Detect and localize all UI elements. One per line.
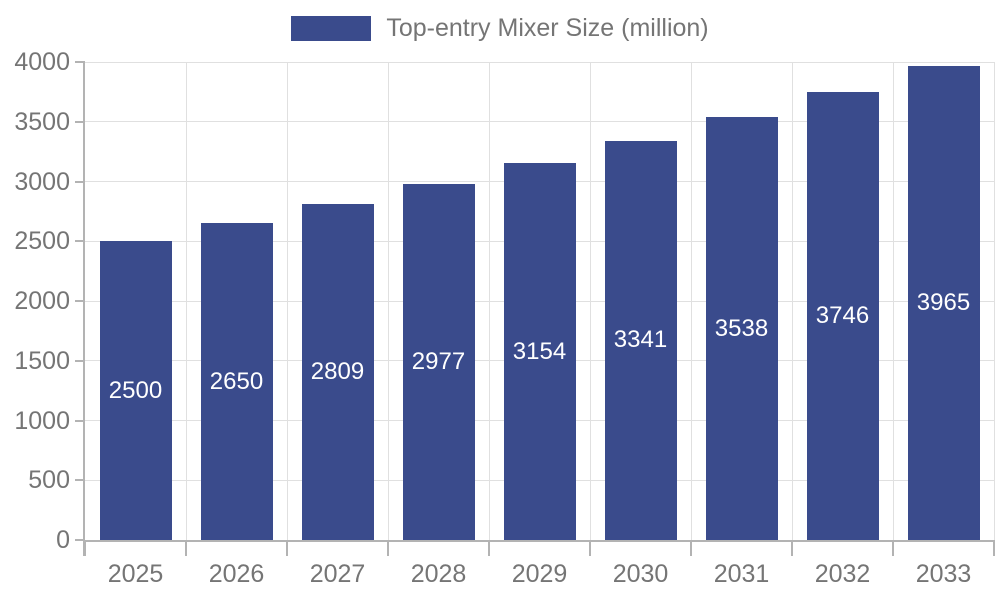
y-tick-label: 500 — [28, 466, 70, 495]
y-tick-label: 3000 — [14, 167, 70, 196]
bar: 3538 — [705, 117, 778, 540]
x-tick-label: 2026 — [208, 560, 265, 588]
y-tick-label: 2000 — [14, 287, 70, 315]
y-tick-label: 1500 — [14, 346, 70, 375]
x-tick-mark — [84, 540, 86, 556]
y-axis-line — [83, 62, 85, 556]
x-tick-mark — [589, 540, 591, 556]
legend-swatch — [291, 16, 372, 41]
bar: 3746 — [806, 92, 879, 540]
bar: 2809 — [301, 204, 374, 540]
y-tick-label: 4000 — [14, 48, 70, 76]
bar-value-label: 2650 — [209, 367, 264, 395]
x-tick-label: 2033 — [915, 560, 972, 588]
y-tick-mark — [75, 419, 85, 422]
legend-label: Top-entry Mixer Size (million) — [386, 14, 709, 42]
legend[interactable]: Top-entry Mixer Size (million) — [0, 16, 1000, 41]
bar: 3154 — [503, 163, 576, 540]
y-tick-mark — [75, 240, 85, 243]
x-tick-mark — [690, 540, 692, 556]
bar: 2500 — [99, 241, 172, 540]
bar-value-label: 3965 — [916, 289, 971, 317]
grid-line-v — [791, 62, 793, 540]
x-tick-label: 2028 — [410, 560, 467, 588]
bar-value-label: 2500 — [108, 376, 163, 404]
grid-line-h — [85, 121, 994, 123]
grid-line-v — [892, 62, 894, 540]
y-tick-mark — [75, 61, 85, 63]
x-tick-mark — [286, 540, 288, 556]
y-tick-mark — [75, 180, 85, 183]
plot-area: 2500 2650 2809 2977 3154 3341 3538 3746 3965 — [85, 61, 995, 540]
x-tick-mark — [185, 540, 187, 556]
grid-line-v — [488, 62, 490, 540]
bar: 3341 — [604, 140, 677, 540]
y-tick-label: 2500 — [14, 227, 70, 256]
y-tick-mark — [75, 359, 85, 362]
grid-line-v — [286, 62, 288, 540]
bar-value-label: 3341 — [613, 326, 668, 354]
y-tick-mark — [75, 539, 85, 541]
bar-value-label: 2809 — [310, 358, 365, 386]
bar-value-label: 3746 — [815, 302, 870, 330]
x-tick-label: 2031 — [713, 560, 770, 588]
bar: 2650 — [200, 223, 273, 540]
bar: 3965 — [907, 66, 980, 540]
x-tick-mark — [892, 540, 894, 556]
bar: 2977 — [402, 184, 475, 540]
grid-line-v — [589, 62, 591, 540]
x-tick-mark — [791, 540, 793, 556]
grid-line-v — [387, 62, 389, 540]
x-tick-mark — [488, 540, 490, 556]
y-tick-mark — [75, 479, 85, 482]
y-tick-label: 3500 — [14, 107, 70, 136]
bar-value-label: 2977 — [411, 348, 466, 376]
y-tick-mark — [75, 120, 85, 123]
bar-value-label: 3154 — [512, 337, 567, 365]
grid-line-v — [993, 62, 995, 540]
x-axis-line — [83, 540, 994, 542]
y-tick-label: 1000 — [14, 406, 70, 435]
grid-line-v — [185, 62, 187, 540]
grid-line-h — [85, 61, 994, 63]
y-tick-mark — [75, 300, 85, 302]
x-tick-label: 2029 — [511, 560, 568, 588]
y-tick-label: 0 — [56, 526, 70, 554]
x-tick-label: 2030 — [612, 560, 669, 588]
x-tick-mark — [387, 540, 389, 556]
x-tick-label: 2027 — [309, 560, 366, 588]
x-tick-label: 2025 — [107, 560, 164, 588]
grid-line-v — [690, 62, 692, 540]
x-tick-label: 2032 — [814, 560, 871, 588]
bar-value-label: 3538 — [714, 314, 769, 342]
x-tick-mark — [993, 540, 995, 556]
